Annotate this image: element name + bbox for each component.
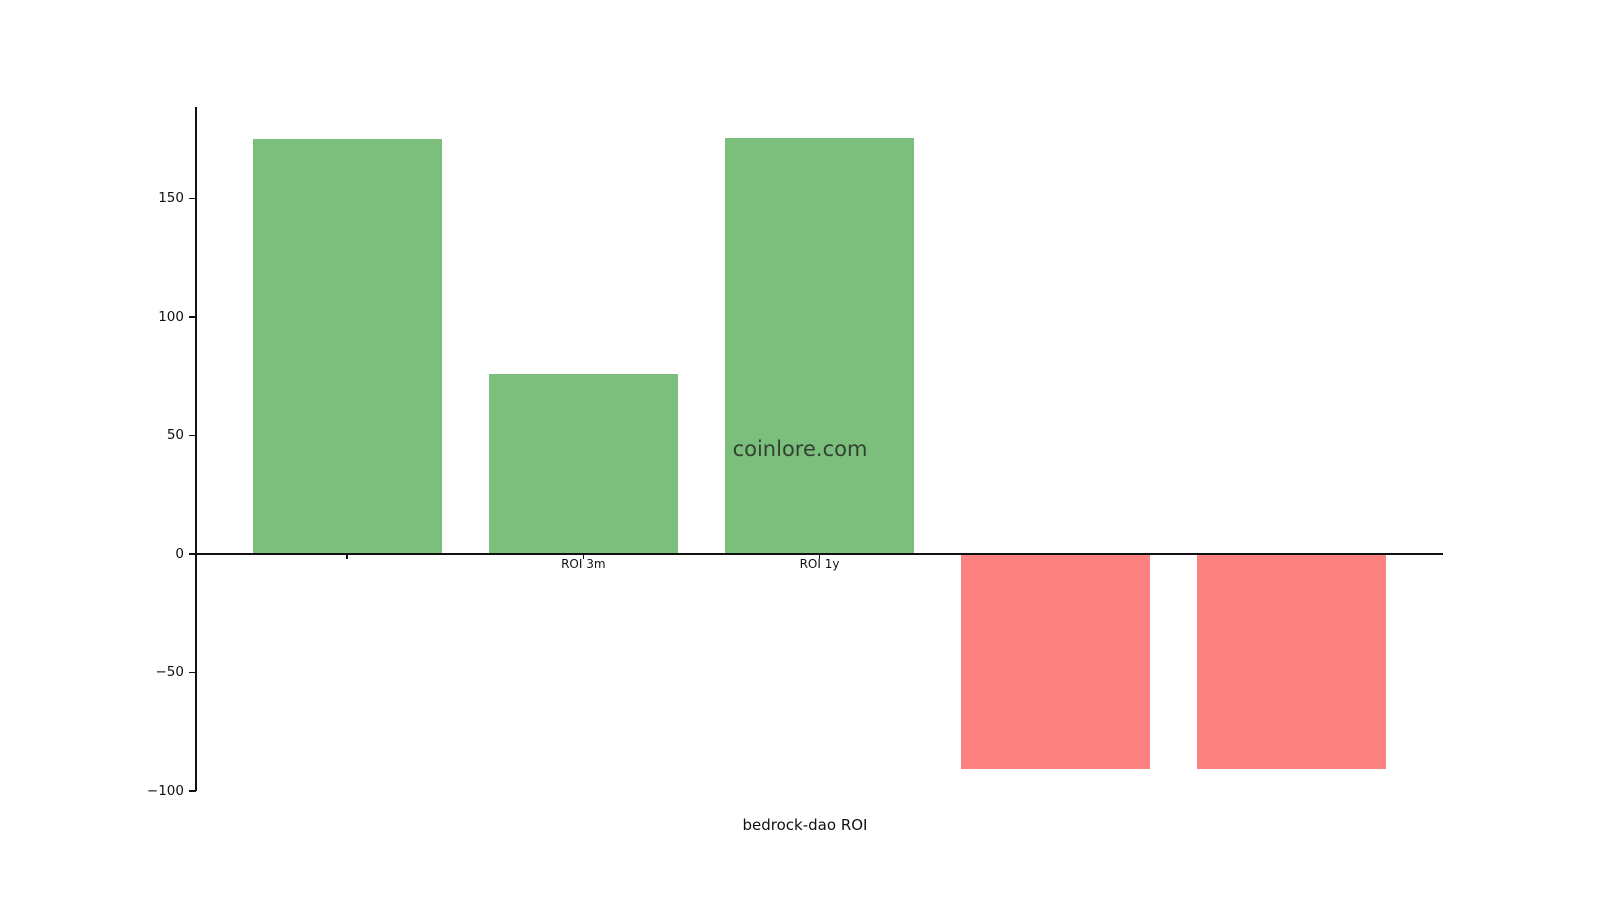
y-tick bbox=[189, 434, 196, 437]
bar-roi-1y bbox=[725, 138, 914, 554]
y-tick-label: 100 bbox=[158, 308, 184, 325]
y-tick bbox=[189, 553, 196, 555]
chart-xlabel: bedrock-dao ROI bbox=[742, 816, 868, 834]
coinlore-watermark: coinlore.com bbox=[732, 437, 868, 461]
y-tick-label: 50 bbox=[166, 427, 184, 443]
bar-1 bbox=[252, 139, 442, 554]
bar-roi-3m bbox=[488, 373, 678, 554]
y-tick bbox=[189, 671, 196, 674]
y-tick bbox=[189, 316, 196, 318]
y-tick bbox=[189, 197, 196, 200]
x-tick-label: ROI 1y bbox=[799, 556, 840, 571]
x-tick bbox=[818, 554, 821, 559]
x-tick bbox=[346, 554, 348, 559]
y-tick-label: 0 bbox=[175, 545, 184, 562]
x-tick bbox=[582, 554, 585, 559]
x-tick-label: ROI 3m bbox=[561, 556, 606, 571]
y-tick-label: 150 bbox=[158, 190, 184, 206]
y-tick-label: −100 bbox=[146, 782, 184, 799]
bar-4 bbox=[961, 554, 1151, 769]
y-tick bbox=[189, 790, 196, 792]
x-axis-zero-line bbox=[196, 553, 1443, 555]
y-axis-line bbox=[195, 107, 197, 791]
y-tick-label: −50 bbox=[155, 664, 185, 680]
bar-5 bbox=[1197, 554, 1387, 769]
